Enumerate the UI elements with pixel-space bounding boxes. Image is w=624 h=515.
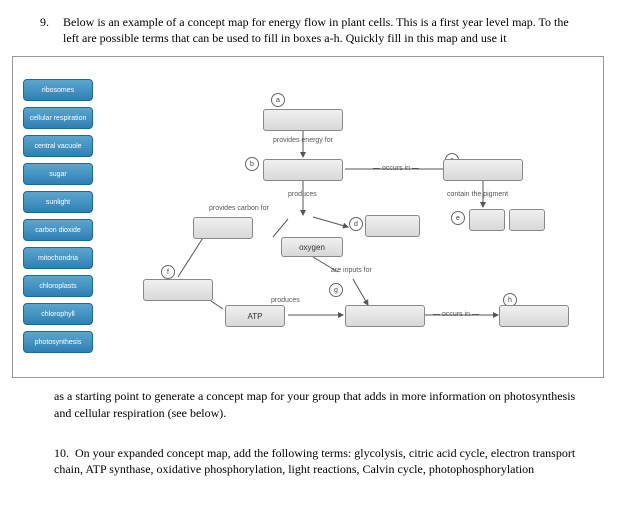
node-e-2[interactable] bbox=[509, 209, 545, 231]
label-occurs-in-2: — occurs in — bbox=[433, 311, 479, 318]
term-photosynthesis[interactable]: photosynthesis bbox=[23, 331, 93, 353]
node-a[interactable] bbox=[263, 109, 343, 131]
label-are-inputs: are inputs for bbox=[331, 267, 372, 274]
node-d[interactable] bbox=[365, 215, 420, 237]
question-9-number: 9. bbox=[40, 14, 49, 46]
label-provides-energy: provides energy for bbox=[273, 137, 333, 144]
node-g[interactable] bbox=[345, 305, 425, 327]
label-produces-1: produces bbox=[288, 191, 317, 198]
node-f[interactable] bbox=[143, 279, 213, 301]
badge-e: e bbox=[451, 211, 465, 225]
page: 9. Below is an example of a concept map … bbox=[0, 0, 624, 515]
node-atp: ATP bbox=[225, 305, 285, 327]
node-h[interactable] bbox=[499, 305, 569, 327]
badge-f: f bbox=[161, 265, 175, 279]
node-left-mid[interactable] bbox=[193, 217, 253, 239]
badge-b: b bbox=[245, 157, 259, 171]
term-sugar[interactable]: sugar bbox=[23, 163, 93, 185]
question-10-number: 10. bbox=[54, 446, 69, 460]
question-9: 9. Below is an example of a concept map … bbox=[40, 14, 584, 46]
node-c[interactable] bbox=[443, 159, 523, 181]
node-e-1[interactable] bbox=[469, 209, 505, 231]
term-ribosomes[interactable]: ribosomes bbox=[23, 79, 93, 101]
term-mitochondria[interactable]: mitochondria bbox=[23, 247, 93, 269]
label-contain-pigment: contain the pigment bbox=[447, 191, 508, 198]
question-10: 10. On your expanded concept map, add th… bbox=[54, 445, 584, 477]
term-central-vacuole[interactable]: central vacuole bbox=[23, 135, 93, 157]
term-sunlight[interactable]: sunlight bbox=[23, 191, 93, 213]
label-produces-2: produces bbox=[271, 297, 300, 304]
badge-g: g bbox=[329, 283, 343, 297]
node-oxygen: oxygen bbox=[281, 237, 343, 257]
label-provides-carbon: provides carbon for bbox=[209, 205, 269, 212]
badge-d: d bbox=[349, 217, 363, 231]
badge-a: a bbox=[271, 93, 285, 107]
label-occurs-in-1: — occurs in — bbox=[373, 165, 419, 172]
concept-map-frame: ribosomes cellular respiration central v… bbox=[12, 56, 604, 378]
question-10-text: On your expanded concept map, add the fo… bbox=[54, 446, 575, 476]
term-chlorophyll[interactable]: chlorophyll bbox=[23, 303, 93, 325]
node-b[interactable] bbox=[263, 159, 343, 181]
term-cellular-respiration[interactable]: cellular respiration bbox=[23, 107, 93, 129]
term-carbon-dioxide[interactable]: carbon dioxide bbox=[23, 219, 93, 241]
question-9-text: Below is an example of a concept map for… bbox=[63, 14, 584, 46]
term-chloroplasts[interactable]: chloroplasts bbox=[23, 275, 93, 297]
question-9-continuation: as a starting point to generate a concep… bbox=[54, 388, 584, 420]
